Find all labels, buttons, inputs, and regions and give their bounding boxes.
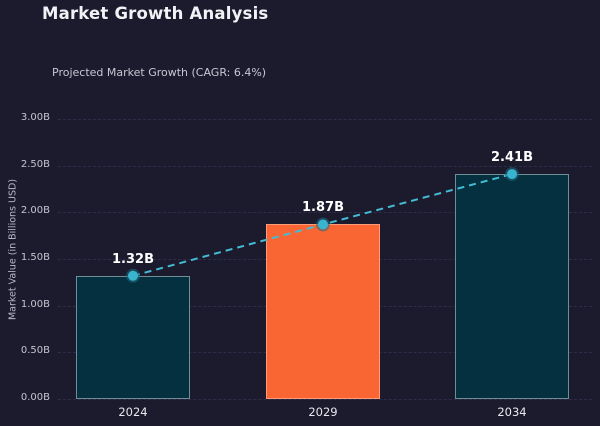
- xtick-2034: 2034: [497, 405, 527, 419]
- bar-2029: [266, 224, 380, 399]
- chart-title: Market Growth Analysis: [42, 4, 269, 23]
- ytick-0.00B: 0.00B: [20, 392, 50, 403]
- ytick-0.50B: 0.50B: [20, 345, 50, 357]
- value-label-2034: 2.41B: [491, 150, 533, 166]
- ytick-2.00B: 2.00B: [20, 205, 50, 217]
- xtick-2029: 2029: [308, 405, 338, 419]
- value-label-2024: 1.32B: [112, 251, 154, 267]
- gridline-2.50B: [58, 165, 592, 167]
- bar-2024: [76, 275, 190, 399]
- xtick-2024: 2024: [118, 405, 148, 419]
- ytick-2.50B: 2.50B: [20, 158, 50, 170]
- ytick-1.50B: 1.50B: [20, 252, 50, 263]
- bar-2034: [455, 174, 569, 399]
- value-label-2029: 1.87B: [302, 200, 344, 216]
- ytick-3.00B: 3.00B: [20, 112, 50, 123]
- ytick-1.00B: 1.00B: [20, 298, 50, 310]
- gridline-0.00B: [58, 399, 592, 400]
- gridline-3.00B: [58, 119, 592, 120]
- chart-subtitle: Projected Market Growth (CAGR: 6.4%): [52, 66, 267, 79]
